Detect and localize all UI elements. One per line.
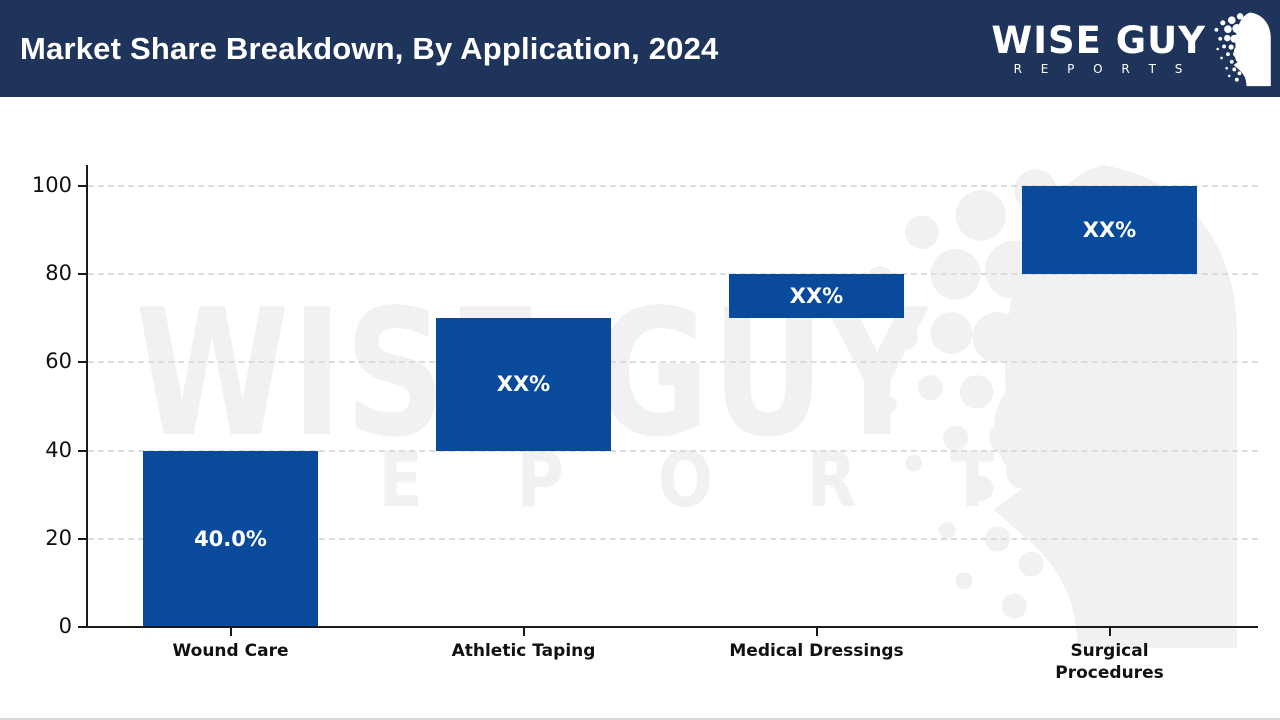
y-tick-label-100: 100 (31, 173, 72, 197)
y-tick-80 (78, 273, 87, 276)
logo-sub-text: R E P O R T S (1013, 61, 1190, 76)
gridline-100 (88, 185, 1258, 187)
x-axis-line (86, 626, 1258, 628)
logo-face-icon (1214, 12, 1271, 87)
gridline-80 (88, 273, 1258, 276)
x-tick-athletic-taping (522, 628, 525, 636)
x-axis-label-medical-dressings: Medical Dressings (729, 641, 904, 661)
x-tick-wound-care (229, 628, 232, 636)
y-tick-label-60: 60 (45, 349, 72, 374)
x-axis-label-wound-care: Wound Care (172, 641, 289, 661)
y-tick-0 (78, 626, 87, 628)
y-tick-100 (78, 185, 87, 187)
page-title: Market Share Breakdown, By Application, … (20, 30, 719, 66)
gridline-20 (88, 537, 1258, 540)
bar-value-label-surgical-procedures: XX% (1082, 218, 1137, 243)
bar-athletic-taping: XX% (436, 318, 611, 451)
y-tick-20 (78, 537, 87, 540)
y-axis-line (86, 165, 88, 626)
bar-value-label-athletic-taping: XX% (496, 372, 551, 397)
y-tick-40 (78, 449, 87, 452)
bottom-border (0, 718, 1280, 720)
gridline-40 (88, 449, 1258, 452)
logo-text: WISE GUY R E P O R T S (991, 19, 1206, 76)
x-tick-surgical-procedures (1108, 628, 1111, 636)
x-axis-label-surgical-procedures: Surgical Procedures (1055, 641, 1164, 683)
x-tick-medical-dressings (815, 628, 818, 636)
y-tick-label-80: 80 (45, 261, 72, 286)
y-tick-label-0: 0 (58, 614, 72, 638)
bar-wound-care: 40.0% (143, 450, 318, 627)
wise-guy-reports-logo: WISE GUY R E P O R T S (991, 6, 1274, 92)
bar-value-label-wound-care: 40.0% (194, 526, 267, 551)
bar-surgical-procedures: XX% (1022, 186, 1197, 275)
bar-value-label-medical-dressings: XX% (789, 284, 844, 309)
bar-medical-dressings: XX% (729, 274, 904, 319)
y-tick-label-40: 40 (45, 437, 72, 462)
y-tick-label-20: 20 (45, 525, 72, 550)
header-bar: Market Share Breakdown, By Application, … (0, 0, 1280, 97)
waterfall-chart: 0 20 40 60 80 100 40.0% Wound Care XX% Athletic T… (0, 97, 1280, 720)
y-tick-60 (78, 361, 87, 364)
logo-brand-text: WISE GUY (991, 19, 1206, 63)
x-axis-label-athletic-taping: Athletic Taping (451, 641, 596, 661)
gridline-60 (88, 361, 1258, 364)
